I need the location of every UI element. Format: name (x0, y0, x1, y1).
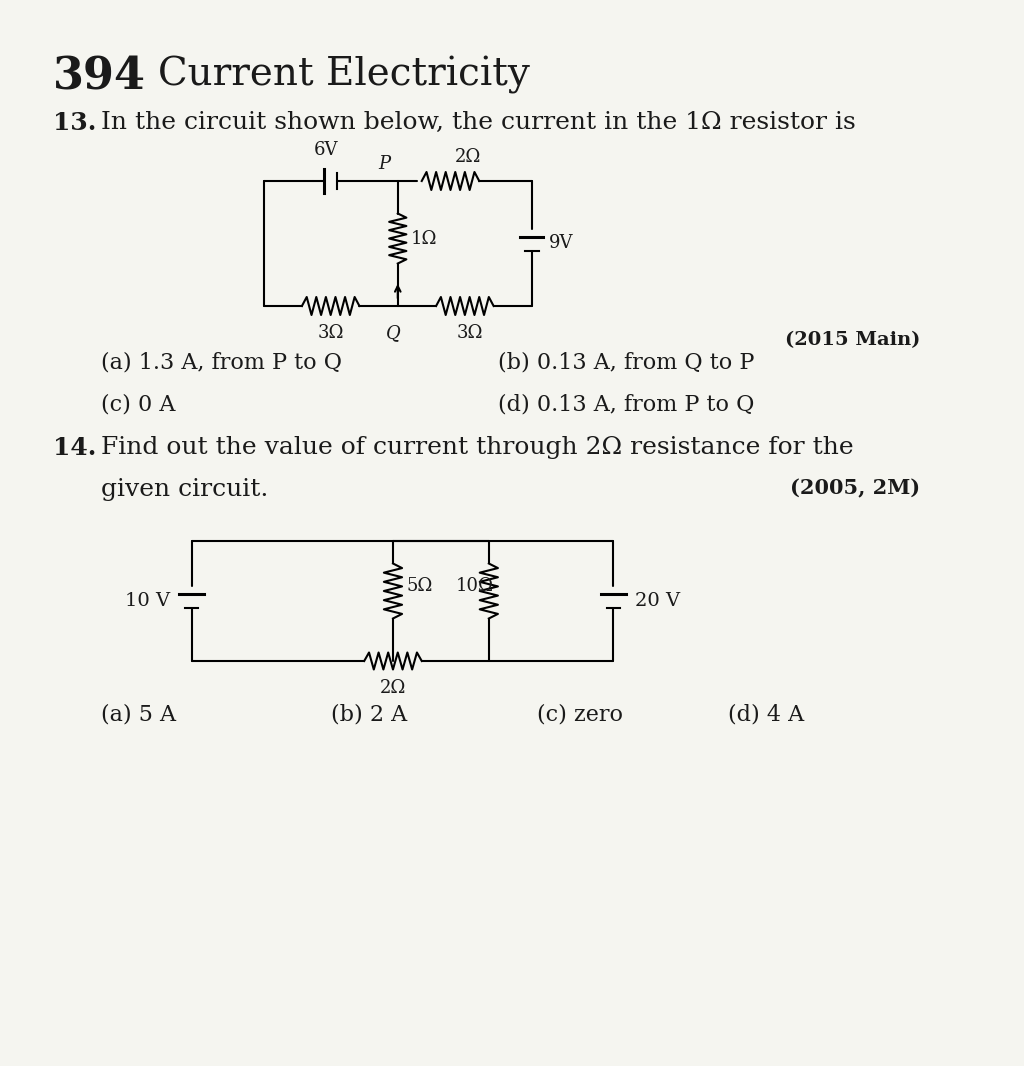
Text: 5Ω: 5Ω (407, 577, 433, 595)
Text: (c) 0 A: (c) 0 A (100, 394, 175, 416)
Text: 2Ω: 2Ω (456, 148, 481, 166)
Text: Q: Q (386, 324, 400, 342)
Text: (2005, 2M): (2005, 2M) (790, 478, 921, 498)
Text: (a) 1.3 A, from P to Q: (a) 1.3 A, from P to Q (100, 351, 342, 373)
Text: 2Ω: 2Ω (380, 679, 407, 697)
Text: 3Ω: 3Ω (317, 324, 344, 342)
Text: 14.: 14. (52, 436, 96, 461)
Text: (d) 0.13 A, from P to Q: (d) 0.13 A, from P to Q (499, 394, 755, 416)
Text: Find out the value of current through 2Ω resistance for the: Find out the value of current through 2Ω… (100, 436, 853, 459)
Text: (d) 4 A: (d) 4 A (728, 704, 805, 726)
Text: given circuit.: given circuit. (100, 478, 268, 501)
Text: 1Ω: 1Ω (412, 229, 437, 247)
Text: 10 V: 10 V (126, 592, 171, 610)
Text: 13.: 13. (52, 111, 96, 135)
Text: 3Ω: 3Ω (457, 324, 483, 342)
Text: 394: 394 (52, 56, 145, 99)
Text: (b) 0.13 A, from Q to P: (b) 0.13 A, from Q to P (499, 351, 755, 373)
Text: (b) 2 A: (b) 2 A (331, 704, 407, 726)
Text: 20 V: 20 V (635, 592, 680, 610)
Text: (2015 Main): (2015 Main) (784, 332, 921, 349)
Text: 6V: 6V (313, 141, 338, 159)
Text: 9V: 9V (549, 235, 573, 253)
Text: 10Ω: 10Ω (456, 577, 494, 595)
Text: (a) 5 A: (a) 5 A (100, 704, 176, 726)
Text: P: P (378, 155, 390, 173)
Text: (c) zero: (c) zero (537, 704, 623, 726)
Text: Current Electricity: Current Electricity (158, 56, 530, 94)
Text: In the circuit shown below, the current in the 1Ω resistor is: In the circuit shown below, the current … (100, 111, 855, 134)
